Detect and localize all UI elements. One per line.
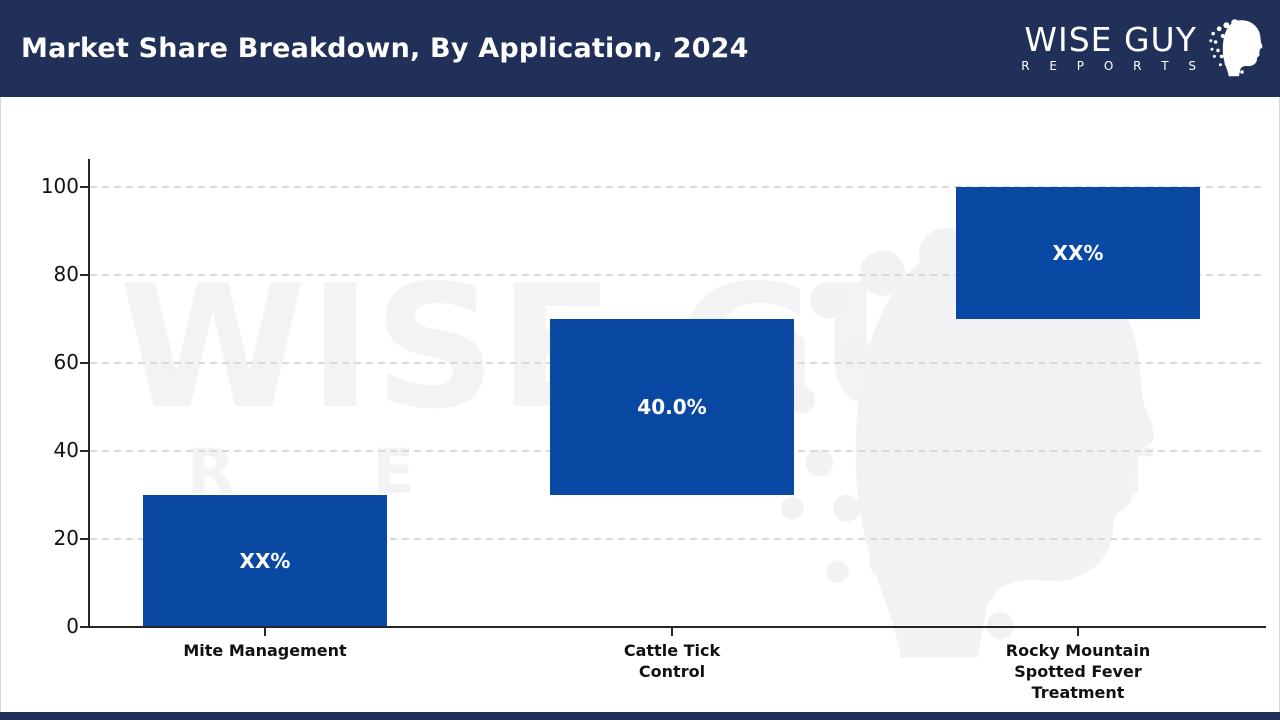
y-tick-mark (80, 186, 88, 188)
bar-value-label: XX% (1052, 241, 1104, 265)
category-label: Mite Management (183, 641, 347, 660)
bar-value-label: 40.0% (637, 395, 707, 419)
category-label: Cattle Tick Control (623, 641, 721, 681)
logo-text: WISE GUY R E P O R T S (1017, 23, 1204, 73)
y-tick-label: 100 (40, 174, 79, 198)
bar (550, 319, 794, 495)
y-tick-label: 20 (53, 526, 79, 550)
y-tick-label: 0 (66, 614, 79, 638)
wise-guy-reports-logo: WISE GUY R E P O R T S (1017, 5, 1266, 91)
chart-area: WISE GUY R E P O R T S 020406080100XX%Mi… (0, 97, 1280, 712)
page-title: Market Share Breakdown, By Application, … (21, 33, 749, 64)
y-tick-mark (80, 538, 88, 540)
y-tick-label: 80 (53, 262, 79, 286)
y-tick-mark (80, 274, 88, 276)
x-axis-line (88, 626, 1266, 628)
x-tick-mark (671, 628, 673, 636)
logo-wordmark: WISE GUY (1024, 20, 1197, 60)
header-bar: Market Share Breakdown, By Application, … (0, 0, 1280, 97)
logo-subtitle: R E P O R T S (1021, 58, 1204, 73)
bar (143, 495, 387, 627)
face-profile-icon (1209, 19, 1263, 77)
category-label: Rocky Mountain Spotted Fever Treatment (1005, 641, 1151, 702)
x-tick-mark (264, 628, 266, 636)
bar (956, 187, 1200, 319)
footer-bar (0, 712, 1280, 720)
x-tick-mark (1077, 628, 1079, 636)
y-tick-mark (80, 626, 88, 628)
y-tick-label: 40 (53, 438, 79, 462)
y-tick-label: 60 (53, 350, 79, 374)
bar-value-label: XX% (239, 549, 291, 573)
y-axis-line (88, 159, 90, 627)
y-tick-mark (80, 450, 88, 452)
gridline (90, 538, 1266, 540)
y-tick-mark (80, 362, 88, 364)
gridline (90, 186, 1266, 188)
gridline (90, 274, 1266, 276)
